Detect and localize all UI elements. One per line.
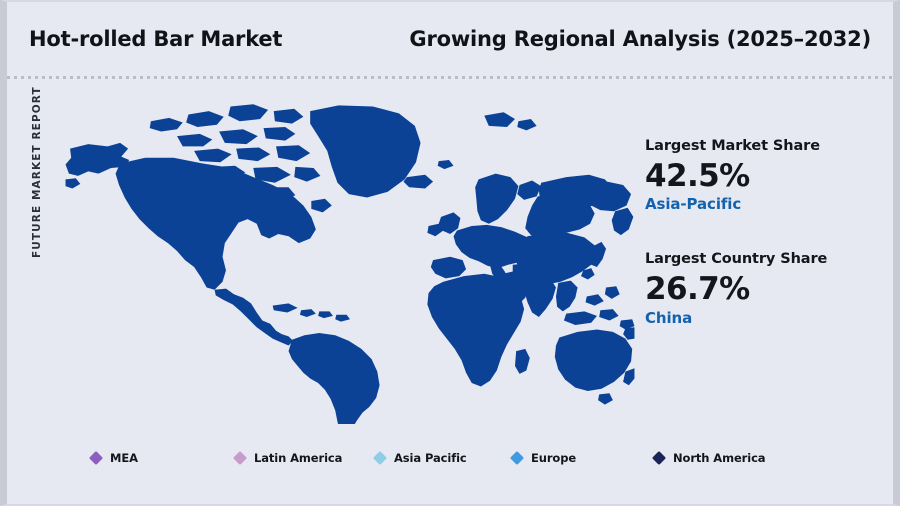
legend-label: Latin America (254, 451, 343, 465)
legend-marker-icon (509, 450, 525, 466)
stat-label: Largest Country Share (645, 251, 828, 268)
legend-marker-icon (232, 450, 248, 466)
stats-panel: Largest Market Share 42.5% Asia-Pacific … (645, 138, 891, 327)
map-landmasses (65, 104, 635, 424)
legend-item-asia-pacific[interactable]: Asia Pacific (372, 448, 467, 468)
stat-region: China (645, 308, 693, 327)
legend-marker-icon (651, 450, 667, 466)
legend-label: MEA (110, 451, 138, 465)
stat-region: Asia-Pacific (645, 195, 742, 214)
stat-largest-market-share: Largest Market Share 42.5% Asia-Pacific (645, 138, 891, 213)
stat-value: 26.7% (645, 271, 750, 308)
world-map (65, 94, 635, 424)
stat-largest-country-share: Largest Country Share 26.7% China (645, 251, 891, 326)
legend-label: Asia Pacific (394, 451, 467, 465)
map-legend: MEA Latin America Asia Pacific Europe No… (88, 448, 791, 470)
legend-label: Europe (531, 451, 577, 465)
page-title: Hot-rolled Bar Market (29, 27, 283, 51)
stat-label: Largest Market Share (645, 138, 820, 154)
world-map-svg (65, 104, 635, 424)
header: Hot-rolled Bar Market Growing Regional A… (7, 2, 893, 76)
stat-value: 42.5% (645, 158, 750, 194)
legend-item-europe[interactable]: Europe (509, 448, 577, 468)
page-subtitle: Growing Regional Analysis (2025–2032) (409, 27, 871, 51)
header-divider (7, 76, 893, 79)
legend-item-latin-america[interactable]: Latin America (232, 448, 343, 468)
legend-marker-icon (88, 450, 104, 466)
legend-label: North America (673, 451, 766, 465)
legend-item-north-america[interactable]: North America (651, 448, 766, 468)
legend-marker-icon (372, 450, 388, 466)
brand-vertical-label: FUTURE MARKET REPORT (31, 86, 43, 258)
legend-item-mea[interactable]: MEA (88, 448, 138, 468)
